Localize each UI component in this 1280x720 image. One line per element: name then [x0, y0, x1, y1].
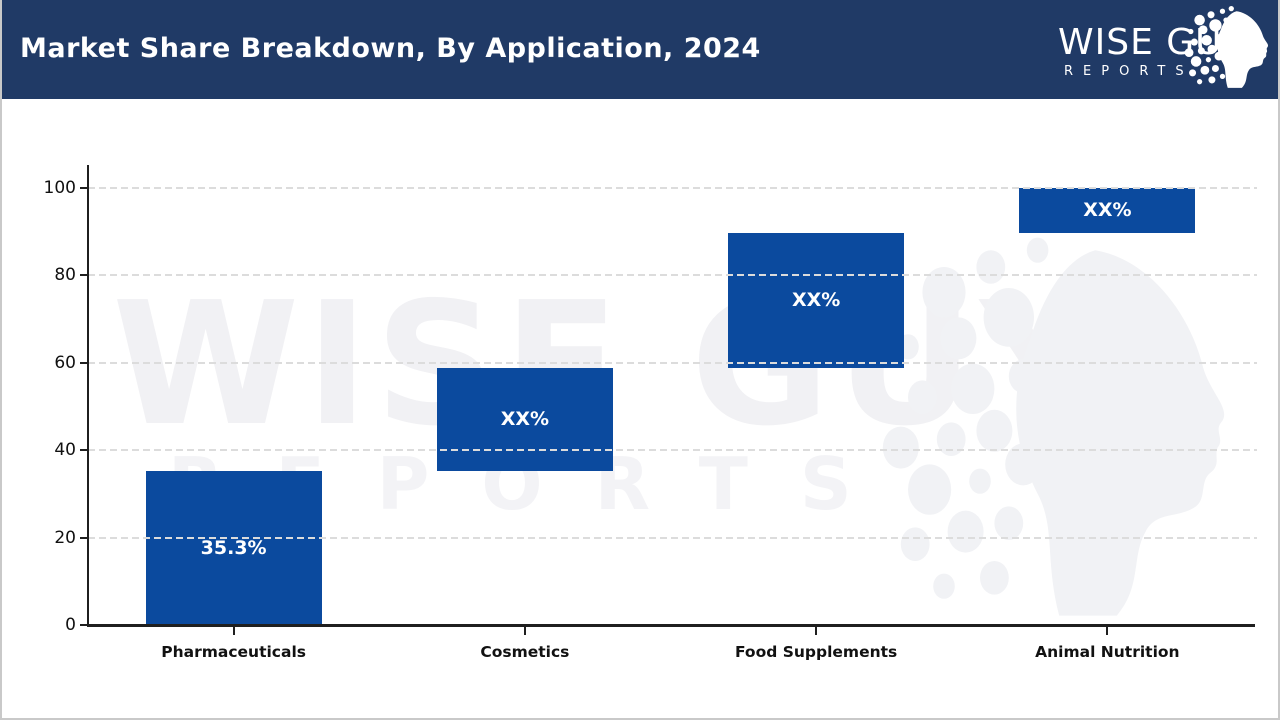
bar-value-label: 35.3%: [200, 536, 267, 559]
bar-value-label: XX%: [791, 289, 841, 312]
bar-animal-nutrition: XX%: [1019, 187, 1196, 233]
bar-value-label: XX%: [500, 408, 550, 431]
bar-cosmetics: XX%: [436, 367, 613, 471]
logo-subtitle: REPORTS: [1064, 64, 1194, 79]
wise-guy-reports-logo: WISE GUY REPORTS: [1020, 4, 1270, 96]
dotted-face-icon: [1184, 6, 1269, 88]
waterfall-chart: WISE GUY REPORTS 35.3% XX% XX% XX% 0 20 40 60 8…: [0, 99, 1280, 720]
bar-pharmaceuticals: 35.3%: [145, 470, 322, 625]
page-title: Market Share Breakdown, By Application, …: [20, 33, 761, 64]
bar-food-supplements: XX%: [728, 233, 905, 368]
bar-value-label: XX%: [1083, 199, 1132, 222]
watermark-face-icon: [882, 237, 1225, 616]
bars-layer: 35.3% XX% XX% XX%: [0, 99, 1280, 720]
header-banner: Market Share Breakdown, By Application, …: [0, 0, 1280, 99]
